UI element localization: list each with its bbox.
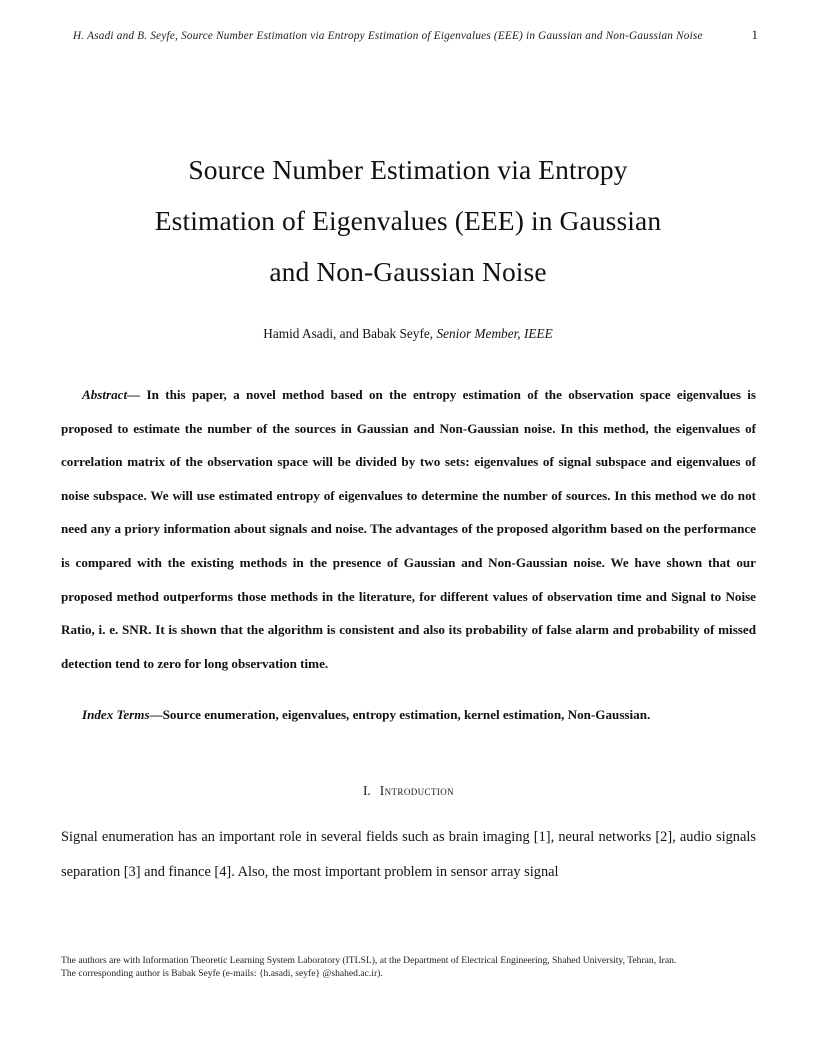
page-number: 1 — [751, 27, 759, 42]
abstract-paragraph: Abstract— In this paper, a novel method … — [61, 378, 756, 680]
footnote-block: The authors are with Information Theoret… — [61, 955, 766, 980]
index-terms-label: Index Terms — [82, 707, 150, 722]
title-line-3: and Non-Gaussian Noise — [269, 256, 547, 288]
running-header: H. Asadi and B. Seyfe, Source Number Est… — [73, 27, 758, 43]
section-title: Introduction — [379, 783, 455, 798]
title-line-2: Estimation of Eigenvalues (EEE) in Gauss… — [154, 205, 662, 237]
footnote-line-2: The corresponding author is Babak Seyfe … — [61, 967, 383, 979]
body-paragraph-1: Signal enumeration has an important role… — [61, 829, 756, 880]
footnote-line-1: The authors are with Information Theoret… — [61, 955, 677, 966]
page-title: Source Number Estimation via Entropy Est… — [104, 144, 712, 297]
section-heading-introduction: I. Introduction — [61, 783, 756, 799]
abstract-text: In this paper, a novel method based on t… — [61, 387, 756, 671]
running-header-title: H. Asadi and B. Seyfe, Source Number Est… — [73, 30, 703, 42]
author-membership: Senior Member, IEEE — [436, 326, 553, 341]
author-list: Hamid Asadi, and Babak Seyfe, Senior Mem… — [104, 326, 712, 342]
abstract-label: Abstract— — [82, 387, 141, 402]
index-terms-paragraph: Index Terms—Source enumeration, eigenval… — [61, 698, 756, 732]
title-line-1: Source Number Estimation via Entropy — [188, 154, 628, 186]
section-numeral: I. — [362, 783, 371, 798]
index-terms-text: —Source enumeration, eigenvalues, entrop… — [149, 707, 651, 722]
author-names: Hamid Asadi, and Babak Seyfe, — [263, 326, 437, 341]
